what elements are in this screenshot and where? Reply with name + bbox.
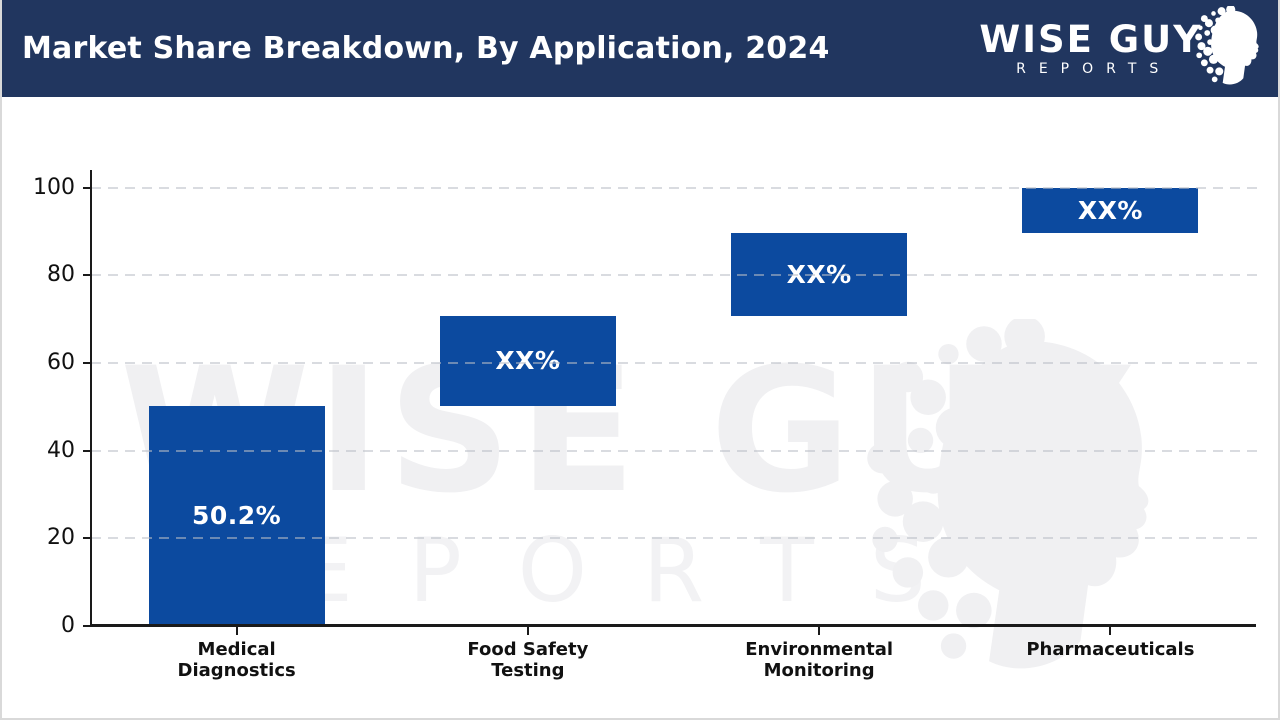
y-axis-tick-0	[83, 625, 91, 627]
gridline-y-60	[91, 361, 1264, 364]
watermark-head-profile	[867, 319, 1149, 669]
gridline-y-100	[91, 186, 1264, 189]
y-axis-label-20: 20	[47, 525, 75, 551]
chart-title: Market Share Breakdown, By Application, …	[22, 31, 830, 66]
wise-guy-reports-logo: WISE GUY REPORTS	[979, 5, 1278, 92]
bar-segment[interactable]: XX%	[1022, 187, 1199, 233]
bar-value-label: XX%	[1077, 195, 1143, 225]
bar-segment[interactable]: XX%	[439, 315, 616, 406]
y-axis-tick-60	[83, 361, 91, 364]
x-axis-label-line: Monitoring	[763, 660, 875, 681]
y-axis-tick-100	[83, 186, 91, 189]
x-axis-label-line: Diagnostics	[177, 660, 296, 681]
y-axis-line	[90, 170, 92, 626]
x-axis-label-line: Food Safety	[467, 639, 589, 660]
y-axis-tick-40	[83, 449, 91, 452]
y-axis-label-100: 100	[33, 174, 75, 200]
x-axis-category-label: Medical Diagnostics	[117, 639, 357, 681]
bar-value-label: XX%	[495, 346, 561, 376]
logo-wordmark: WISE GUY	[979, 17, 1202, 61]
x-axis-label-line: Testing	[491, 660, 565, 681]
x-axis-tick-1	[526, 627, 529, 635]
bar-segment[interactable]: 50.2%	[148, 405, 325, 626]
logo-subtitle: REPORTS	[1016, 60, 1172, 77]
gridline-y-40	[91, 449, 1264, 452]
x-axis-label-line: Pharmaceuticals	[1026, 639, 1195, 660]
bar-value-label: 50.2%	[192, 501, 282, 531]
gridline-y-80	[91, 274, 1264, 277]
bar-value-label: XX%	[786, 259, 852, 289]
x-axis-category-label: Pharmaceuticals	[990, 639, 1230, 660]
x-axis-tick-2	[818, 627, 821, 635]
gridline-y-20	[91, 537, 1264, 540]
header-band: Market Share Breakdown, By Application, …	[2, 0, 1278, 97]
x-axis-label-line: Environmental	[745, 639, 894, 660]
x-axis-category-label: Environmental Monitoring	[699, 639, 939, 681]
y-axis-tick-20	[83, 537, 91, 540]
chart-plot-area: WISE GUY R E P O R T S 0 20 40 60 80 100 50.2%…	[2, 97, 1278, 718]
x-axis-tick-3	[1109, 627, 1112, 635]
y-axis-tick-80	[83, 274, 91, 277]
x-axis-label-line: Medical	[197, 639, 276, 660]
dotted-head-profile-icon	[1195, 5, 1259, 84]
x-axis-category-label: Food Safety Testing	[408, 639, 648, 681]
x-axis-tick-0	[235, 627, 238, 635]
bar-segment[interactable]: XX%	[731, 232, 908, 316]
y-axis-label-80: 80	[47, 262, 75, 288]
logo-text: WISE GUY REPORTS	[979, 21, 1202, 77]
y-axis-label-60: 60	[47, 349, 75, 375]
x-axis-line	[90, 624, 1256, 627]
y-axis-label-40: 40	[47, 437, 75, 463]
y-axis-label-0: 0	[61, 613, 75, 638]
